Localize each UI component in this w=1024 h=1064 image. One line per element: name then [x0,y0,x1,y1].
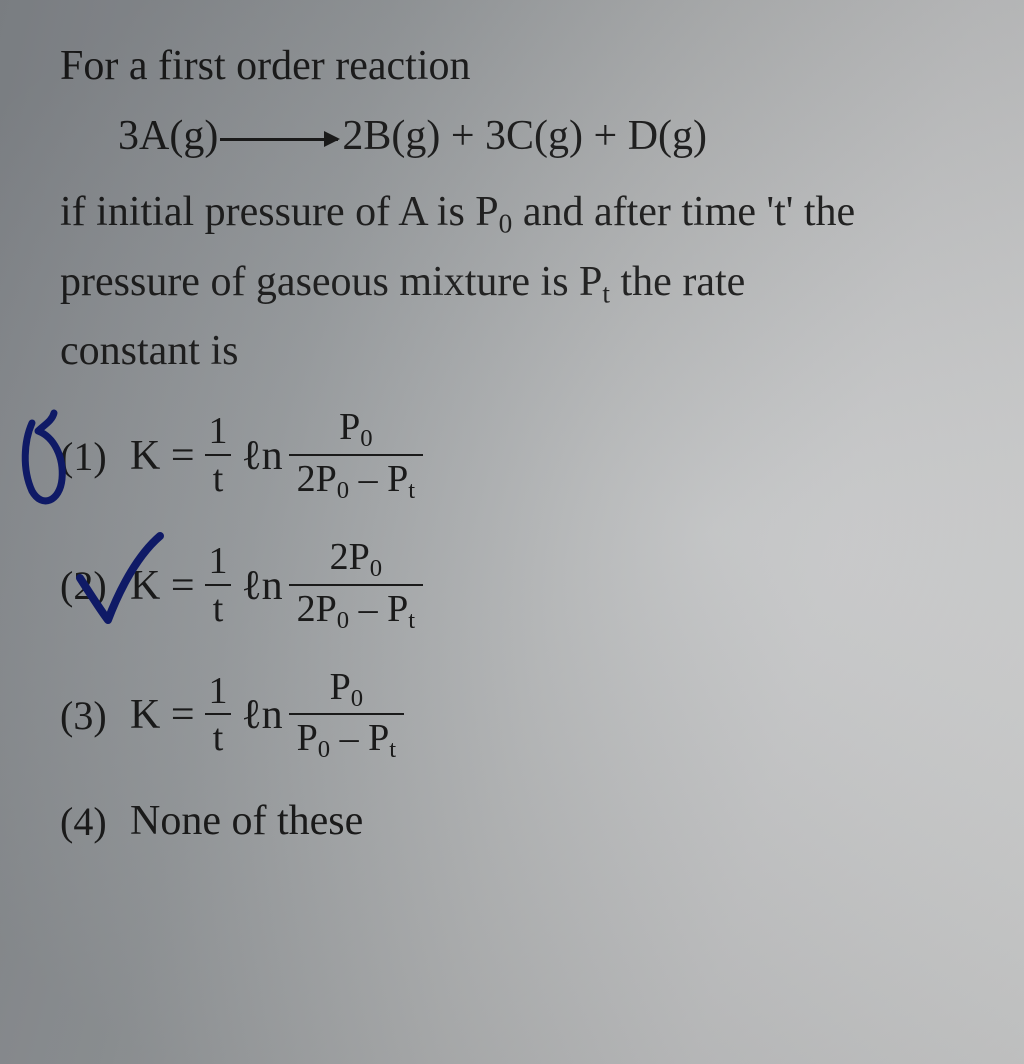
lhs-species: A(g) [139,113,218,159]
opt1-f2d-a: 2P [297,458,337,500]
stem-r3a-sub: t [602,278,610,308]
option-1-number: (1) [60,433,130,480]
options-list: (1) K = 1 t ℓn P0 2P0 – Pt (2) K [60,408,984,845]
opt2-frac2-num: 2P0 [322,538,390,584]
opt1-f2d-bsub: t [408,477,415,504]
plus-2: + [583,113,628,159]
opt3-f2d-a: P [297,717,318,759]
opt3-f2n-asub: 0 [351,684,363,711]
opt3-frac1-den: t [205,713,232,759]
opt3-frac1: 1 t [201,672,236,760]
opt3-f2d-asub: 0 [318,736,330,763]
rhs1-coef: 2 [342,113,363,159]
rhs1-species: B(g) [363,113,440,159]
plus-1: + [440,113,485,159]
opt1-f2d-mid: – P [349,458,408,500]
opt3-frac2: P0 P0 – Pt [289,668,404,764]
reaction-equation: 3A(g)2B(g) + 3C(g) + D(g) [60,103,984,170]
opt1-frac1: 1 t [201,412,236,500]
stem-r2: and after time 't' the [512,189,855,235]
opt1-f2d-asub: 0 [337,477,349,504]
rhs3-species: D(g) [628,113,707,159]
opt1-f2n-a: P [339,406,360,448]
opt2-ln: ℓn [242,562,283,610]
stem-r1: if initial pressure of A is P [60,189,499,235]
opt2-f2n-asub: 0 [370,555,382,582]
opt2-frac1: 1 t [201,542,236,630]
question-stem-rest: if initial pressure of A is P0 and after… [60,178,984,386]
opt2-f2d-bsub: t [408,607,415,634]
opt3-f2n-a: P [330,666,351,708]
opt3-frac2-den: P0 – Pt [289,713,404,763]
opt1-frac2-den: 2P0 – Pt [289,454,423,504]
option-4-number: (4) [60,798,130,845]
option-1: (1) K = 1 t ℓn P0 2P0 – Pt [60,408,984,504]
opt3-frac2-num: P0 [322,668,371,714]
opt2-f2d-mid: – P [349,588,408,630]
option-3: (3) K = 1 t ℓn P0 P0 – Pt [60,668,984,764]
reaction-arrow-icon [220,138,338,141]
opt1-ln: ℓn [242,432,283,480]
opt2-f2n-a: 2P [330,536,370,578]
question-stem-line1: For a first order reaction [60,34,984,99]
opt1-f2n-asub: 0 [360,425,372,452]
stem-r3b: the rate [610,259,745,305]
rhs2-species: C(g) [506,113,583,159]
option-4-body: None of these [130,797,363,845]
option-2-number: (2) [60,562,130,609]
option-3-body: K = 1 t ℓn P0 P0 – Pt [130,668,410,764]
lhs-coef: 3 [118,113,139,159]
option-1-body: K = 1 t ℓn P0 2P0 – Pt [130,408,429,504]
opt1-frac2: P0 2P0 – Pt [289,408,423,504]
option-4: (4) None of these [60,797,984,845]
opt2-frac2-den: 2P0 – Pt [289,584,423,634]
opt2-frac2: 2P0 2P0 – Pt [289,538,423,634]
stem-r3a: pressure of gaseous mixture is P [60,259,602,305]
opt1-frac2-num: P0 [331,408,380,454]
option-3-number: (3) [60,692,130,739]
opt1-frac1-num: 1 [201,412,236,454]
opt1-frac1-den: t [205,454,232,500]
opt4-text: None of these [130,797,363,845]
rhs2-coef: 3 [485,113,506,159]
option-2-body: K = 1 t ℓn 2P0 2P0 – Pt [130,538,429,634]
stem-r4: constant is [60,328,238,374]
opt2-frac1-den: t [205,584,232,630]
opt2-prefix: K = [130,562,195,610]
opt3-ln: ℓn [242,691,283,739]
option-2: (2) K = 1 t ℓn 2P0 2P0 – Pt [60,538,984,634]
opt3-prefix: K = [130,691,195,739]
stem-r1-sub: 0 [499,209,513,239]
opt1-prefix: K = [130,432,195,480]
opt2-f2d-asub: 0 [337,607,349,634]
opt3-f2d-mid: – P [330,717,389,759]
opt2-f2d-a: 2P [297,588,337,630]
opt3-f2d-bsub: t [389,736,396,763]
opt2-frac1-num: 1 [201,542,236,584]
opt3-frac1-num: 1 [201,672,236,714]
